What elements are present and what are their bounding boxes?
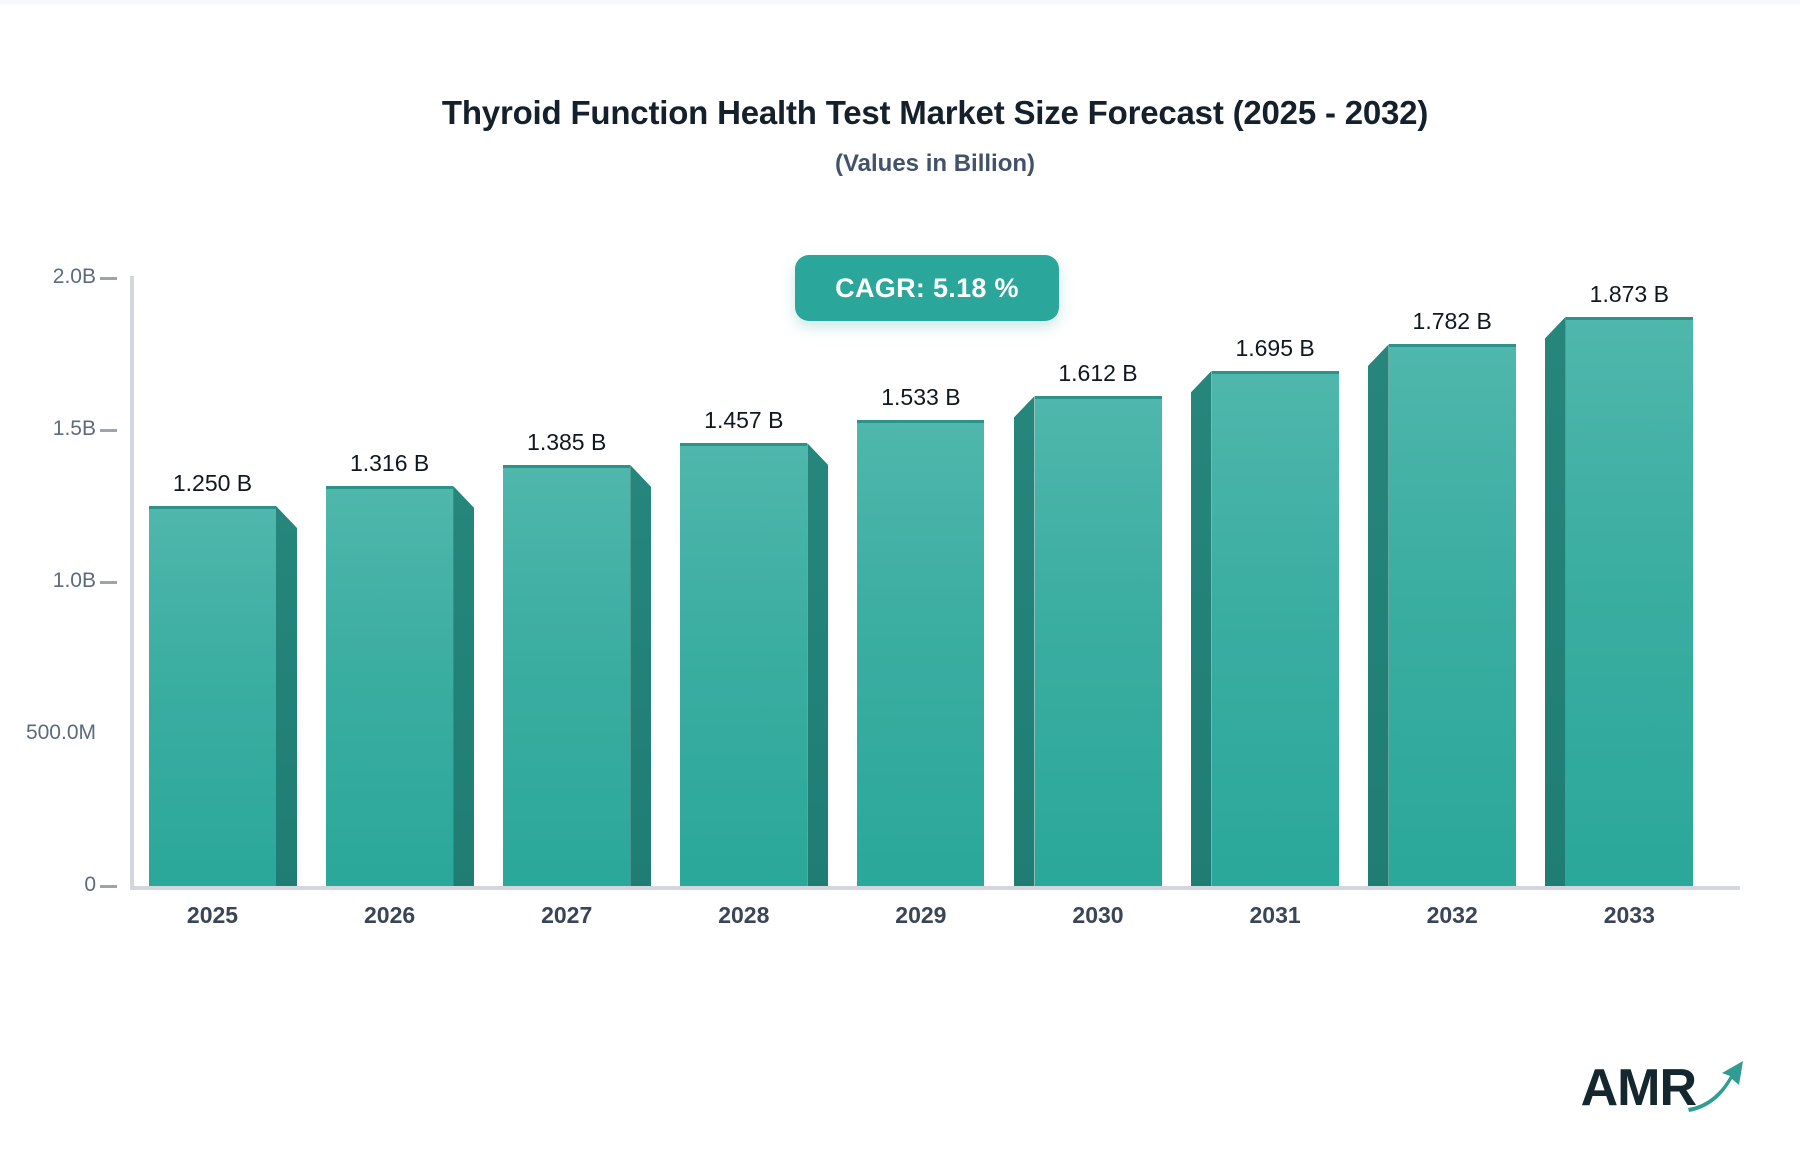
bar-2028 <box>680 443 808 886</box>
bar-value-label: 1.457 B <box>704 407 784 434</box>
amr-logo-text: AMR <box>1580 1059 1697 1117</box>
bar-value-label: 1.316 B <box>349 449 430 476</box>
cagr-badge: CAGR: 5.18 % <box>795 255 1059 321</box>
top-strip <box>0 0 1800 5</box>
bar-2028-side <box>807 443 829 886</box>
amr-logo: AMR <box>1581 1058 1748 1114</box>
trend-up-arrow-icon <box>1688 1061 1743 1112</box>
x-axis-label: 2026 <box>364 902 416 928</box>
bar-2027-side <box>630 464 652 886</box>
bar-2025-side <box>276 506 297 886</box>
x-axis-label: 2029 <box>895 902 947 928</box>
x-axis-line <box>130 886 1740 890</box>
bar-value-label: 1.385 B <box>527 428 607 455</box>
bar-2030 <box>1034 395 1162 886</box>
y-tick-dash <box>100 429 117 432</box>
y-tick-dash <box>100 581 117 584</box>
bar-2033-side <box>1544 316 1566 886</box>
y-tick-label: 2.0B <box>52 265 96 288</box>
y-tick-dash <box>100 885 117 888</box>
bar-2025 <box>149 506 276 886</box>
y-tick-label: 1.0B <box>52 569 96 592</box>
bar-2029 <box>857 419 985 886</box>
x-axis-label: 2033 <box>1603 902 1655 928</box>
bar-2030-side <box>1013 395 1035 886</box>
y-tick-dash <box>100 277 117 280</box>
x-axis-label: 2027 <box>541 902 593 928</box>
x-axis-label: 2028 <box>718 902 770 928</box>
bar-2027 <box>503 464 631 886</box>
bar-2031-side <box>1190 370 1212 886</box>
bar-2033 <box>1565 316 1693 886</box>
bar-value-label: 1.533 B <box>881 383 961 410</box>
bar-value-label: 1.782 B <box>1412 308 1492 335</box>
bar-2026 <box>326 485 454 886</box>
x-axis-label: 2030 <box>1072 902 1124 928</box>
bar-value-label: 1.695 B <box>1235 334 1315 361</box>
bar-value-label: 1.612 B <box>1058 359 1138 386</box>
bar-value-label: 1.250 B <box>172 470 253 496</box>
y-tick-label: 500.0M <box>25 721 96 744</box>
x-axis-label: 2031 <box>1249 902 1301 928</box>
chart-title: Thyroid Function Health Test Market Size… <box>441 94 1429 131</box>
bar-2032-side <box>1367 344 1389 886</box>
bar-2026-side <box>453 485 475 886</box>
x-axis-label: 2025 <box>186 902 239 928</box>
y-tick-label: 1.5B <box>52 417 96 440</box>
y-tick-label: 0 <box>84 873 96 896</box>
bar-2031 <box>1211 370 1339 886</box>
bar-2032 <box>1388 344 1516 886</box>
y-axis-line <box>130 276 134 890</box>
x-axis-label: 2032 <box>1426 902 1478 928</box>
bar-value-label: 1.873 B <box>1589 280 1669 307</box>
chart-subtitle: (Values in Billion) <box>834 150 1036 177</box>
chart-header: Thyroid Function Health Test Market Size… <box>130 94 1740 178</box>
